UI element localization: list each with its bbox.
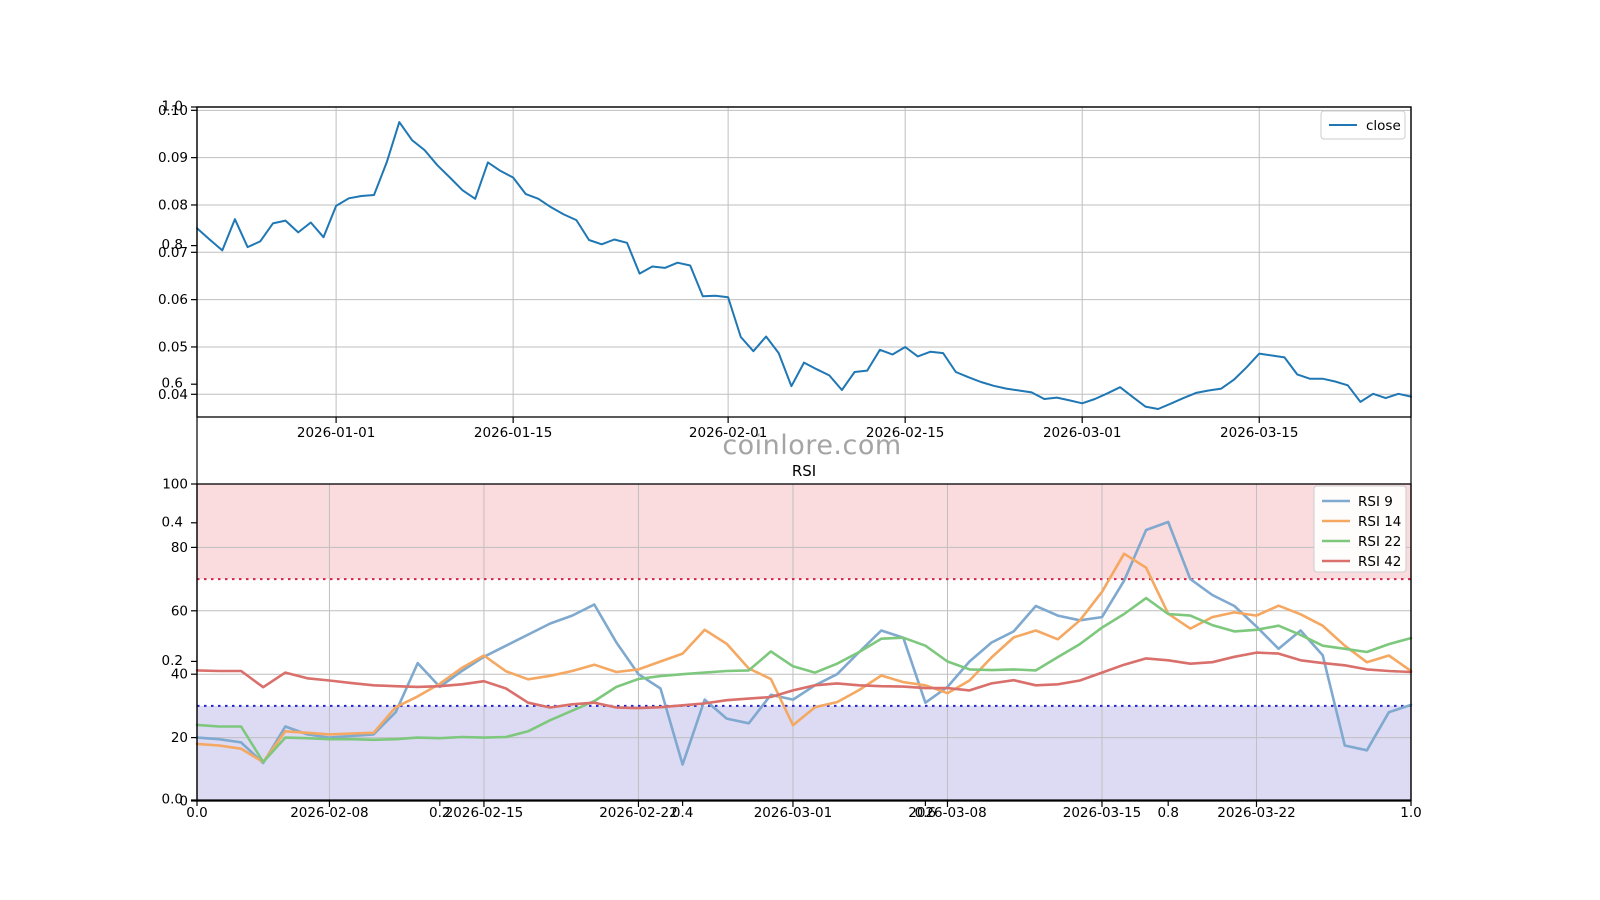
rsi-x-tick-label: 2026-02-22 (599, 805, 677, 821)
overlay-x-tick-label: 1.0 (1400, 805, 1421, 821)
rsi-y-tick-label: 0 (179, 794, 188, 810)
rsi-chart-title: RSI (791, 462, 817, 480)
rsi-14-legend-label: RSI 14 (1358, 514, 1401, 530)
price-y-tick-label: 0.09 (158, 150, 188, 166)
rsi-y-tick-label: 40 (171, 667, 188, 683)
overlay-x-tick-label: 0.2 (429, 805, 450, 821)
rsi-legend-box (1313, 485, 1407, 573)
overlay-x-tick-label: 0.0 (186, 805, 207, 821)
price-x-tick-label: 2026-01-01 (297, 425, 375, 441)
price-legend-box (1320, 110, 1406, 140)
price-legend-label: close (1366, 118, 1401, 134)
rsi-overbought-band (197, 484, 1411, 580)
rsi-22-line (195, 596, 1413, 764)
price-y-tick-label: 0.04 (158, 387, 188, 403)
rsi-42-line (195, 651, 1413, 710)
rsi-14-line (195, 552, 1413, 764)
price-x-tick-label: 2026-01-15 (474, 425, 552, 441)
overlay-y-tick-label: 0.8 (162, 237, 183, 253)
price-y-tick-label: 0.06 (158, 292, 188, 308)
overlay-frame (196, 106, 1412, 801)
rsi-x-tick-label: 2026-03-15 (1063, 805, 1141, 821)
price-x-tick-label: 2026-02-01 (689, 425, 767, 441)
rsi-oversold-band (197, 705, 1411, 801)
overlay-x-tick-label: 0.6 (915, 805, 936, 821)
overlay-y-tick-label: 0.6 (162, 376, 183, 392)
rsi-22-legend-label: RSI 22 (1358, 534, 1401, 550)
overlay-y-tick-label: 1.0 (162, 99, 183, 115)
price-x-tick-label: 2026-03-01 (1043, 425, 1121, 441)
overlay-y-tick-label: 0.0 (162, 792, 183, 808)
price-frame (196, 106, 1412, 418)
rsi-y-tick-label: 20 (171, 730, 188, 746)
price-x-tick-label: 2026-03-15 (1220, 425, 1298, 441)
overlay-y-tick-label: 0.4 (162, 514, 183, 530)
watermark: coinlore.com (722, 430, 902, 461)
close-line (196, 121, 1412, 410)
price-y-tick-label: 0.10 (158, 103, 188, 119)
rsi-y-tick-label: 100 (162, 477, 188, 493)
rsi-x-tick-label: 2026-02-15 (445, 805, 523, 821)
rsi-y-tick-label: 80 (171, 540, 188, 556)
overlay-x-tick-label: 0.4 (672, 805, 693, 821)
rsi-x-tick-label: 2026-03-01 (754, 805, 832, 821)
overlay-y-tick-label: 0.2 (162, 653, 183, 669)
rsi-x-tick-label: 2026-02-08 (290, 805, 368, 821)
price-y-tick-label: 0.08 (158, 197, 188, 213)
rsi-9-legend-label: RSI 9 (1358, 494, 1393, 510)
rsi-x-tick-label: 2026-03-22 (1217, 805, 1295, 821)
price-y-tick-label: 0.05 (158, 339, 188, 355)
rsi-x-tick-label: 2026-03-08 (908, 805, 986, 821)
rsi-42-legend-label: RSI 42 (1358, 554, 1401, 570)
overlay-x-tick-label: 0.8 (1157, 805, 1178, 821)
price-y-tick-label: 0.07 (158, 245, 188, 261)
price-x-tick-label: 2026-02-15 (866, 425, 944, 441)
rsi-y-tick-label: 60 (171, 603, 188, 619)
